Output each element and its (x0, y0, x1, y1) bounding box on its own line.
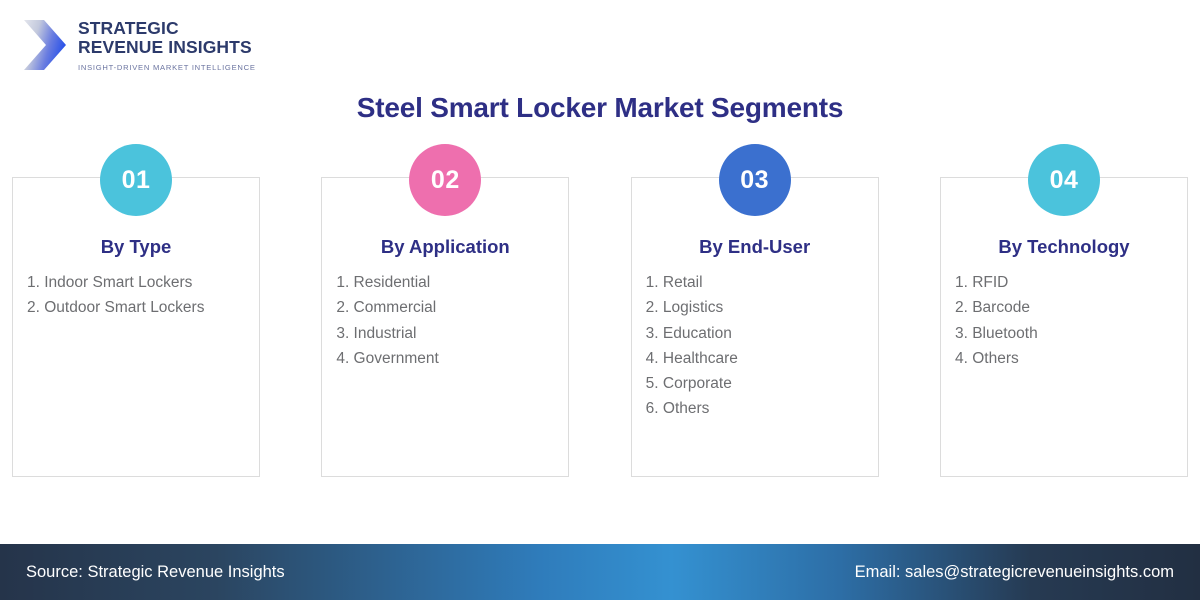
list-item: 4. Healthcare (645, 349, 738, 367)
segment-card: 04 By Technology 1. RFID 2. Barcode 3. B… (939, 144, 1188, 477)
list-item: 5. Corporate (645, 375, 732, 393)
segment-item-list: 1. RFID 2. Barcode 3. Bluetooth 4. Other… (941, 270, 1187, 371)
brand-name-line2: REVENUE INSIGHTS (78, 36, 252, 57)
list-item: 6. Others (645, 400, 710, 418)
segment-card: 01 By Type 1. Indoor Smart Lockers 2. Ou… (12, 144, 260, 477)
footer-source: Source: Strategic Revenue Insights (26, 562, 285, 581)
brand-logo: STRATEGIC REVENUE INSIGHTS INSIGHT-DRIVE… (22, 18, 256, 72)
segment-item-list: 1. Indoor Smart Lockers 2. Outdoor Smart… (13, 270, 259, 321)
list-item: 1. Residential (336, 274, 431, 291)
footer-email[interactable]: Email: sales@strategicrevenueinsights.co… (854, 562, 1174, 581)
brand-wordmark: STRATEGIC REVENUE INSIGHTS INSIGHT-DRIVE… (78, 17, 256, 72)
segment-item-list: 1. Residential 2. Commercial 3. Industri… (322, 270, 568, 371)
segment-number-badge: 01 (100, 144, 172, 216)
list-item: 1. RFID (954, 274, 1009, 291)
page-title: Steel Smart Locker Market Segments (356, 92, 844, 123)
segment-cards-row: 01 By Type 1. Indoor Smart Lockers 2. Ou… (12, 144, 1188, 477)
chevron-arrow-logo-icon (24, 20, 66, 70)
segment-heading: By Application (380, 236, 510, 257)
segment-card: 03 By End-User 1. Retail 2. Logistics 3.… (630, 144, 879, 477)
segment-heading: By Technology (998, 236, 1130, 257)
segment-heading: By End-User (699, 236, 811, 257)
list-item: 4. Government (336, 349, 439, 367)
list-item: 1. Retail (645, 274, 703, 291)
segment-card: 02 By Application 1. Residential 2. Comm… (321, 144, 570, 477)
list-item: 2. Commercial (336, 299, 437, 317)
list-item: 4. Others (954, 349, 1019, 367)
segment-number-badge: 03 (718, 144, 791, 216)
segment-heading: By Type (100, 236, 172, 257)
list-item: 2. Outdoor Smart Lockers (27, 299, 205, 317)
list-item: 1. Indoor Smart Lockers (27, 274, 193, 291)
segment-number-badge: 02 (409, 144, 482, 216)
brand-tagline: INSIGHT-DRIVEN MARKET INTELLIGENCE (78, 62, 256, 72)
list-item: 3. Bluetooth (954, 324, 1038, 342)
list-item: 3. Industrial (336, 324, 417, 342)
segment-number-badge: 04 (1027, 144, 1100, 216)
footer-bar: Source: Strategic Revenue Insights Email… (0, 544, 1200, 600)
list-item: 2. Logistics (645, 299, 724, 317)
list-item: 2. Barcode (954, 299, 1030, 317)
brand-name-line1: STRATEGIC (78, 17, 179, 38)
segment-item-list: 1. Retail 2. Logistics 3. Education 4. H… (632, 270, 878, 422)
list-item: 3. Education (645, 324, 732, 342)
